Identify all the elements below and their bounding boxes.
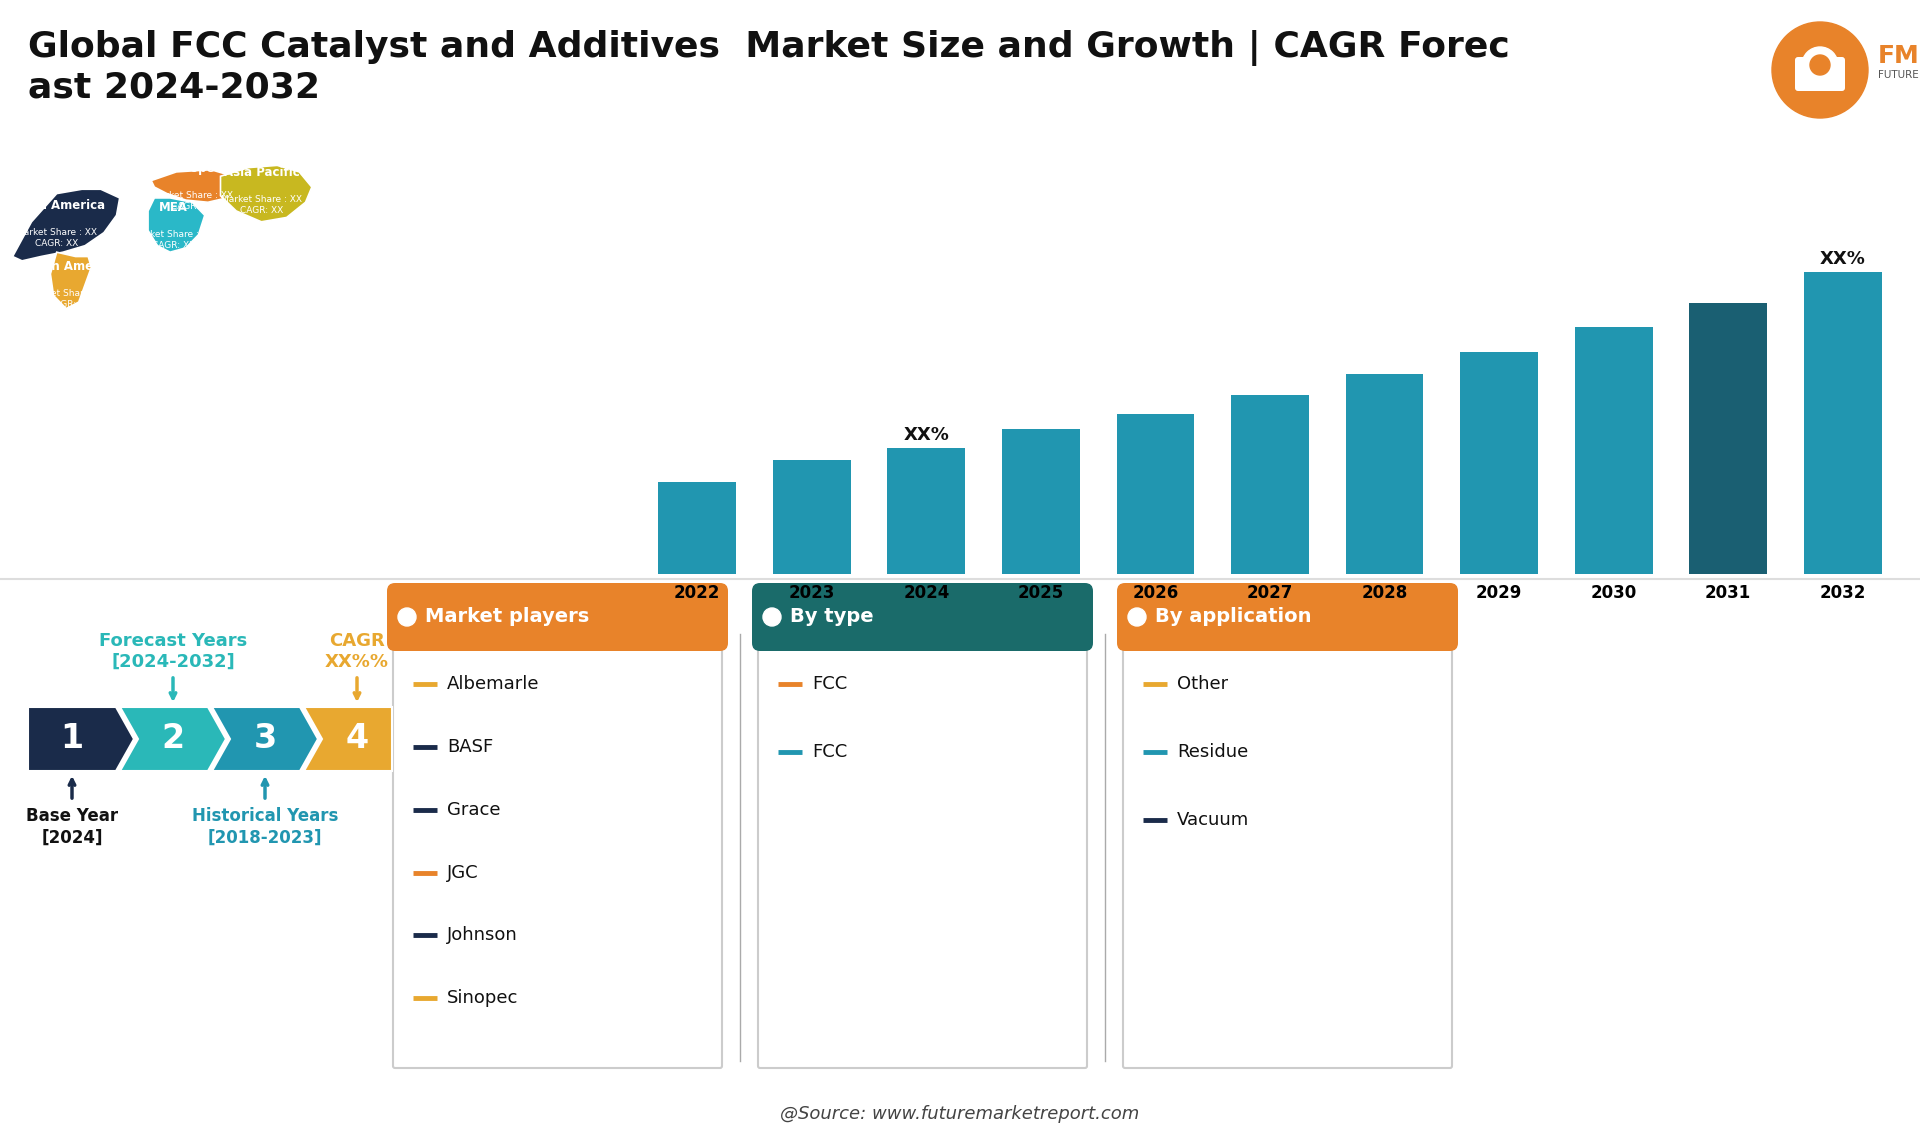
Text: Residue: Residue xyxy=(1177,743,1248,761)
Polygon shape xyxy=(211,707,319,771)
Text: By type: By type xyxy=(789,607,874,627)
Text: FMR: FMR xyxy=(1878,44,1920,68)
Text: Europe: Europe xyxy=(169,162,215,175)
Polygon shape xyxy=(303,707,392,771)
Text: Base Year
[2024]: Base Year [2024] xyxy=(27,807,117,847)
Bar xyxy=(774,460,851,574)
Text: XX%: XX% xyxy=(1820,250,1866,268)
Text: Market players: Market players xyxy=(424,607,589,627)
Text: Market Share : XX
CAGR: XX: Market Share : XX CAGR: XX xyxy=(132,230,213,250)
Text: 4: 4 xyxy=(346,722,369,755)
Bar xyxy=(659,481,735,574)
FancyBboxPatch shape xyxy=(1123,637,1452,1068)
FancyBboxPatch shape xyxy=(388,583,728,651)
FancyBboxPatch shape xyxy=(758,637,1087,1068)
Bar xyxy=(1231,395,1309,574)
Circle shape xyxy=(1129,609,1146,626)
Bar xyxy=(1117,414,1194,574)
Text: South America: South America xyxy=(21,259,117,273)
Text: XX%: XX% xyxy=(904,426,948,444)
Circle shape xyxy=(1772,22,1868,118)
Text: Market Share : XX
CAGR: XX: Market Share : XX CAGR: XX xyxy=(15,228,98,248)
Text: FUTURE MARKET REPORT: FUTURE MARKET REPORT xyxy=(1878,70,1920,80)
Polygon shape xyxy=(148,198,205,252)
Text: 3: 3 xyxy=(253,722,276,755)
Circle shape xyxy=(1811,55,1830,74)
Text: BASF: BASF xyxy=(447,738,493,756)
Text: Market Share : XX
CAGR: XX: Market Share : XX CAGR: XX xyxy=(152,191,232,211)
Text: Sinopec: Sinopec xyxy=(447,989,518,1007)
Text: FCC: FCC xyxy=(812,675,847,693)
Text: 2: 2 xyxy=(161,722,184,755)
FancyBboxPatch shape xyxy=(1117,583,1457,651)
FancyBboxPatch shape xyxy=(394,637,722,1068)
Circle shape xyxy=(1803,47,1837,83)
Text: @Source: www.futuremarketreport.com: @Source: www.futuremarketreport.com xyxy=(780,1105,1140,1123)
Text: FCC Catalyst and Additives: FCC Catalyst and Additives xyxy=(670,146,1071,171)
Polygon shape xyxy=(29,707,134,771)
FancyBboxPatch shape xyxy=(1795,57,1845,91)
Text: 1: 1 xyxy=(60,722,84,755)
Bar xyxy=(1574,328,1653,574)
Text: By application: By application xyxy=(1156,607,1311,627)
Text: Market Share : XX
CAGR: XX: Market Share : XX CAGR: XX xyxy=(221,195,301,215)
Text: Bln or Mln: Bln or Mln xyxy=(670,213,822,240)
Polygon shape xyxy=(152,170,240,203)
Circle shape xyxy=(397,609,417,626)
Text: CAGR
XX%%: CAGR XX%% xyxy=(324,631,390,672)
Text: Asia Pacific: Asia Pacific xyxy=(223,166,300,179)
Polygon shape xyxy=(221,165,311,222)
Text: Forecast Years
[2024-2032]: Forecast Years [2024-2032] xyxy=(98,631,248,672)
Circle shape xyxy=(762,609,781,626)
Text: Johnson: Johnson xyxy=(447,926,518,944)
Polygon shape xyxy=(13,189,119,261)
Text: JGC: JGC xyxy=(447,863,478,881)
Bar xyxy=(1459,352,1538,574)
FancyBboxPatch shape xyxy=(753,583,1092,651)
Text: Grace: Grace xyxy=(447,801,501,818)
Text: Vacuum: Vacuum xyxy=(1177,811,1250,829)
Text: Market Size Growth In: Market Size Growth In xyxy=(670,179,1000,205)
Text: MEA: MEA xyxy=(159,201,188,214)
Text: Historical Years
[2018-2023]: Historical Years [2018-2023] xyxy=(192,807,338,847)
Bar xyxy=(1002,429,1079,574)
Bar xyxy=(887,448,966,574)
Text: FCC: FCC xyxy=(812,743,847,761)
Bar xyxy=(1690,303,1766,574)
Text: Market Share : XX
CAGR: XX: Market Share : XX CAGR: XX xyxy=(29,289,109,308)
Text: Albemarle: Albemarle xyxy=(447,675,540,693)
Polygon shape xyxy=(119,707,227,771)
Text: Other: Other xyxy=(1177,675,1229,693)
Polygon shape xyxy=(50,252,92,308)
Text: ast 2024-2032: ast 2024-2032 xyxy=(29,70,321,104)
Bar xyxy=(1803,272,1882,574)
Text: Global FCC Catalyst and Additives  Market Size and Growth | CAGR Forec: Global FCC Catalyst and Additives Market… xyxy=(29,30,1509,66)
Bar xyxy=(1346,374,1423,574)
Text: North America: North America xyxy=(8,198,106,212)
